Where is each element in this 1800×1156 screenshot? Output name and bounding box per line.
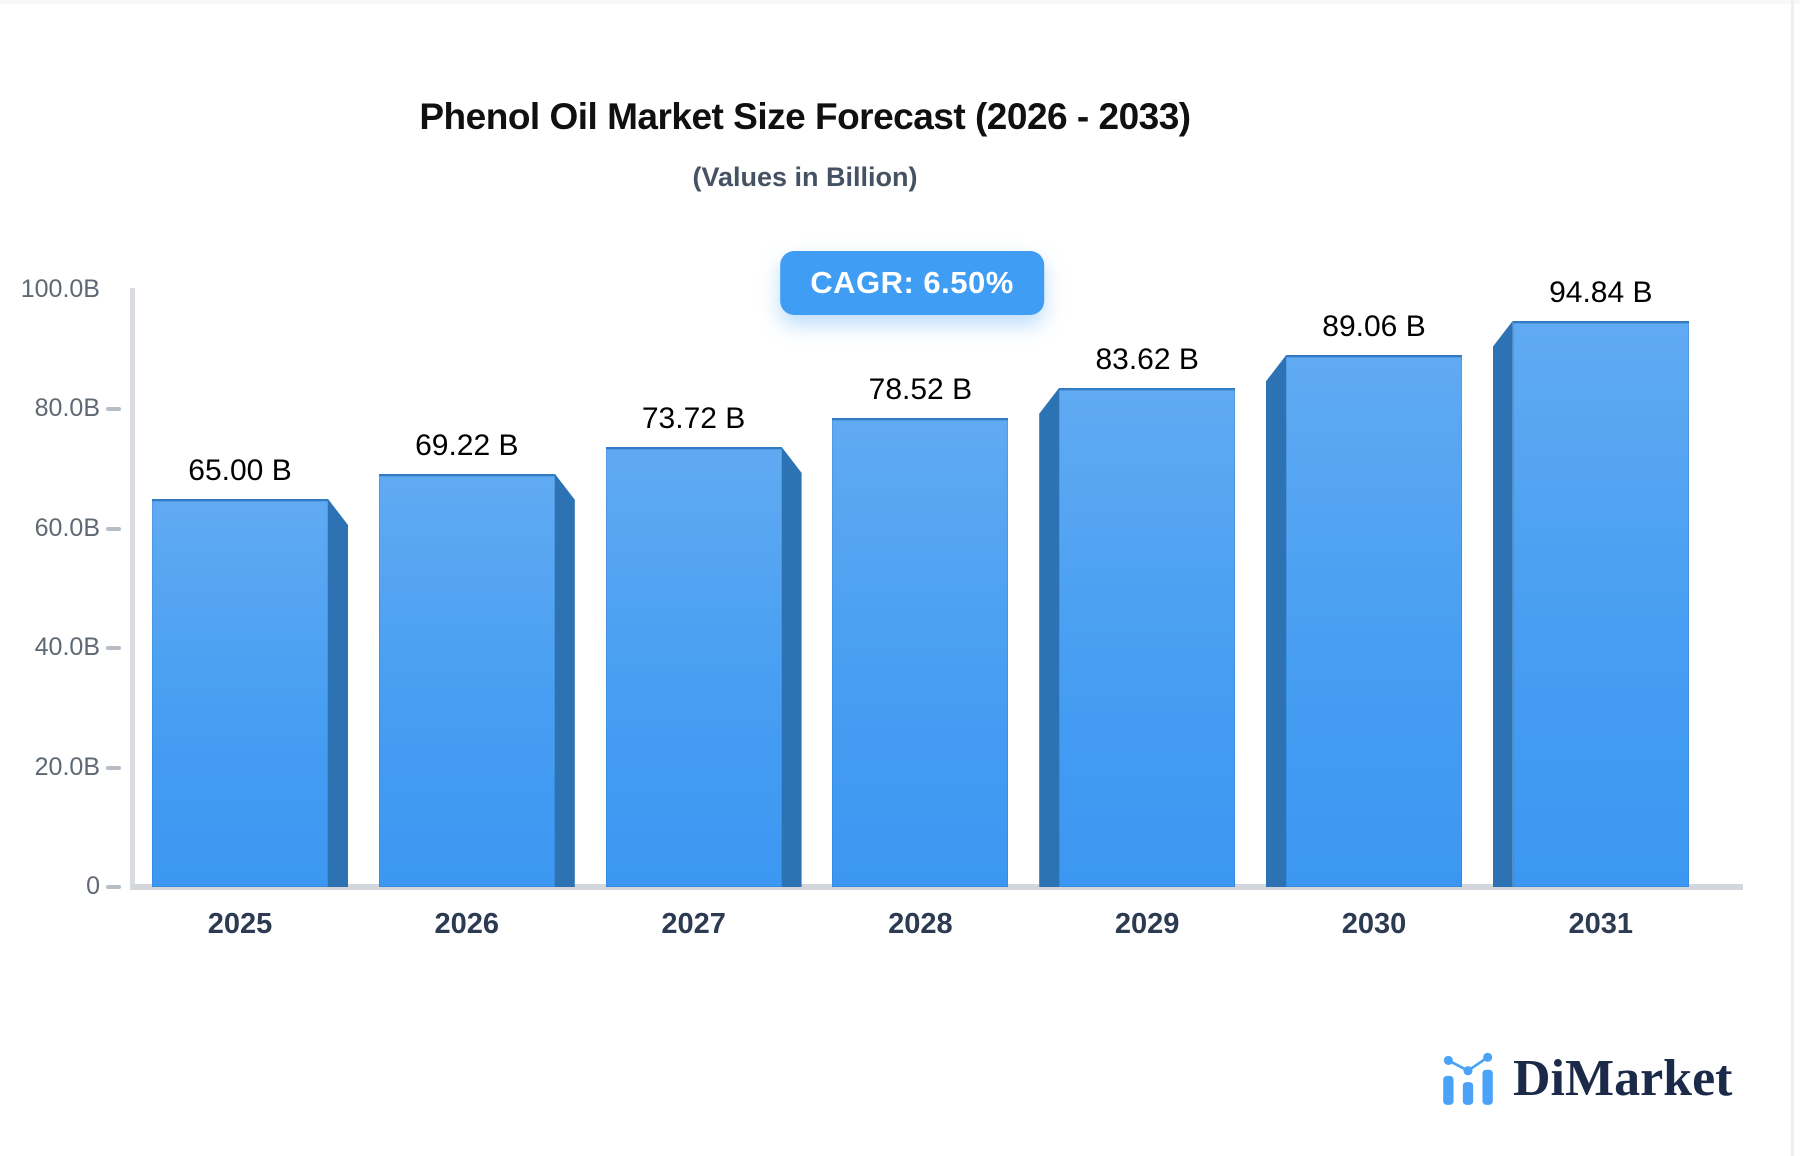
bar-2028 [832, 418, 1009, 887]
x-axis-category-label: 2031 [1568, 908, 1634, 940]
y-axis-tick-mark [106, 526, 121, 531]
y-axis-tick-label: 40.0B [34, 633, 100, 662]
bar-side-shadow [1039, 387, 1060, 887]
y-axis-line [130, 288, 135, 890]
bar-2025 [152, 498, 328, 887]
y-axis-tick-label: 60.0B [34, 513, 100, 542]
bar-2026 [378, 473, 555, 887]
bar-value-label: 65.00 B [188, 453, 292, 487]
bar-value-label: 94.84 B [1549, 275, 1653, 309]
bar-value-label: 78.52 B [868, 373, 973, 407]
bar-value-label: 73.72 B [641, 401, 746, 435]
chart-subtitle: (Values in Billion) [692, 162, 918, 192]
bar-side-shadow [781, 446, 802, 887]
x-axis-category-label: 2029 [1114, 908, 1180, 940]
bar-2030 [1286, 355, 1462, 887]
y-axis-tick-mark [106, 646, 121, 651]
right-edge-strip [1791, 0, 1794, 1156]
chart-title: Phenol Oil Market Size Forecast (2026 - … [419, 96, 1191, 137]
x-axis-category-label: 2027 [661, 908, 726, 940]
bar-chart-logo-icon [1443, 1052, 1493, 1105]
bar-side-shadow [554, 473, 575, 887]
bar-2029 [1059, 387, 1236, 887]
top-edge-strip [0, 0, 1800, 4]
bar-value-label: 83.62 B [1095, 342, 1199, 376]
bar-2031 [1512, 320, 1689, 887]
y-axis-tick-label: 100.0B [20, 275, 100, 303]
y-axis-tick-mark [106, 885, 121, 889]
bar-2027 [605, 446, 782, 887]
brand-name: DiMarket [1513, 1050, 1733, 1107]
x-axis-baseline [131, 884, 1743, 890]
y-axis-tick-mark [106, 407, 121, 412]
y-axis-tick-label: 20.0B [34, 752, 100, 781]
bar-value-label: 69.22 B [415, 428, 519, 462]
bar-value-label: 89.06 B [1322, 310, 1426, 344]
y-axis-tick-label: 0 [86, 872, 100, 900]
y-axis-tick-label: 80.0B [34, 394, 100, 423]
bar-side-shadow [1266, 355, 1286, 887]
bar-side-shadow [1492, 320, 1513, 887]
x-axis-category-label: 2028 [888, 908, 953, 940]
x-axis-category-label: 2025 [207, 908, 273, 940]
cagr-badge: CAGR: 6.50% [780, 251, 1044, 315]
x-axis-category-label: 2030 [1341, 908, 1407, 940]
bar-side-shadow [328, 498, 348, 887]
x-axis-category-label: 2026 [434, 908, 500, 940]
dimarket-logo: DiMarket [1437, 1048, 1732, 1110]
y-axis-tick-mark [106, 765, 121, 770]
